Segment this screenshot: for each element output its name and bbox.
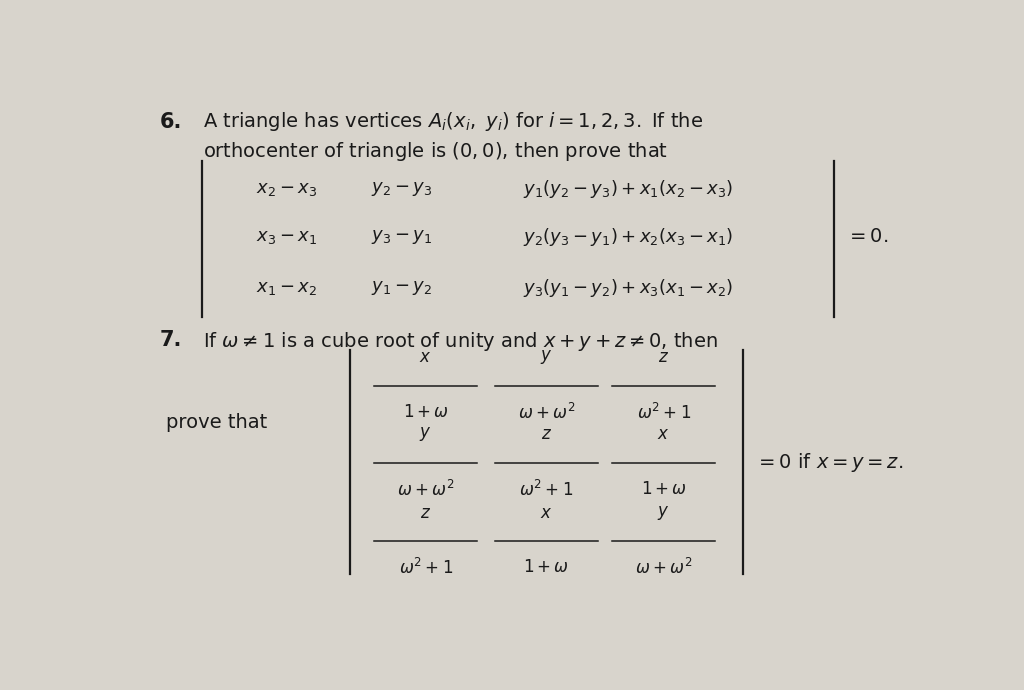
Text: 7.: 7. — [160, 330, 182, 350]
Text: $1+\omega$: $1+\omega$ — [641, 480, 687, 497]
Text: $y$: $y$ — [657, 504, 670, 522]
Text: $1+\omega$: $1+\omega$ — [402, 402, 449, 421]
Text: $x$: $x$ — [420, 348, 432, 366]
Text: $\omega+\omega^2$: $\omega+\omega^2$ — [635, 558, 692, 578]
Text: $x_3 - x_1$: $x_3 - x_1$ — [256, 228, 317, 246]
Text: $x_1 - x_2$: $x_1 - x_2$ — [256, 279, 317, 297]
Text: $y_2 - y_3$: $y_2 - y_3$ — [371, 180, 432, 198]
Text: $x$: $x$ — [540, 504, 552, 522]
Text: $= 0.$: $= 0.$ — [846, 228, 889, 246]
Text: $z$: $z$ — [658, 348, 670, 366]
Text: A triangle has vertices $A_i(x_i,\ y_i)$ for $i = 1, 2, 3.$ If the: A triangle has vertices $A_i(x_i,\ y_i)$… — [204, 110, 703, 133]
Text: $\omega+\omega^2$: $\omega+\omega^2$ — [517, 402, 574, 423]
Text: $\omega^2+1$: $\omega^2+1$ — [519, 480, 573, 500]
Text: $x$: $x$ — [657, 426, 670, 444]
Text: $= 0$ if $x = y = z.$: $= 0$ if $x = y = z.$ — [755, 451, 903, 474]
Text: $y_2(y_3 - y_1) + x_2(x_3 - x_1)$: $y_2(y_3 - y_1) + x_2(x_3 - x_1)$ — [523, 226, 733, 248]
Text: $y_3(y_1 - y_2) + x_3(x_1 - x_2)$: $y_3(y_1 - y_2) + x_3(x_1 - x_2)$ — [523, 277, 733, 299]
Text: $\omega+\omega^2$: $\omega+\omega^2$ — [397, 480, 455, 500]
Text: orthocenter of triangle is $(0, 0)$, then prove that: orthocenter of triangle is $(0, 0)$, the… — [204, 139, 669, 163]
Text: $\omega^2+1$: $\omega^2+1$ — [637, 402, 691, 423]
Text: $y_1 - y_2$: $y_1 - y_2$ — [372, 279, 432, 297]
Text: $x_2 - x_3$: $x_2 - x_3$ — [256, 180, 317, 198]
Text: $\omega^2+1$: $\omega^2+1$ — [398, 558, 453, 578]
Text: $z$: $z$ — [541, 426, 552, 444]
Text: 6.: 6. — [160, 112, 182, 132]
Text: prove that: prove that — [166, 413, 267, 433]
Text: $y$: $y$ — [540, 348, 553, 366]
Text: If $\omega \neq 1$ is a cube root of unity and $x + y + z \neq 0$, then: If $\omega \neq 1$ is a cube root of uni… — [204, 330, 718, 353]
Text: $y_3 - y_1$: $y_3 - y_1$ — [371, 228, 432, 246]
Text: $y_1(y_2 - y_3) + x_1(x_2 - x_3)$: $y_1(y_2 - y_3) + x_1(x_2 - x_3)$ — [523, 178, 733, 200]
Text: $z$: $z$ — [420, 504, 431, 522]
Text: $y$: $y$ — [420, 426, 432, 444]
Text: $1+\omega$: $1+\omega$ — [523, 558, 569, 575]
